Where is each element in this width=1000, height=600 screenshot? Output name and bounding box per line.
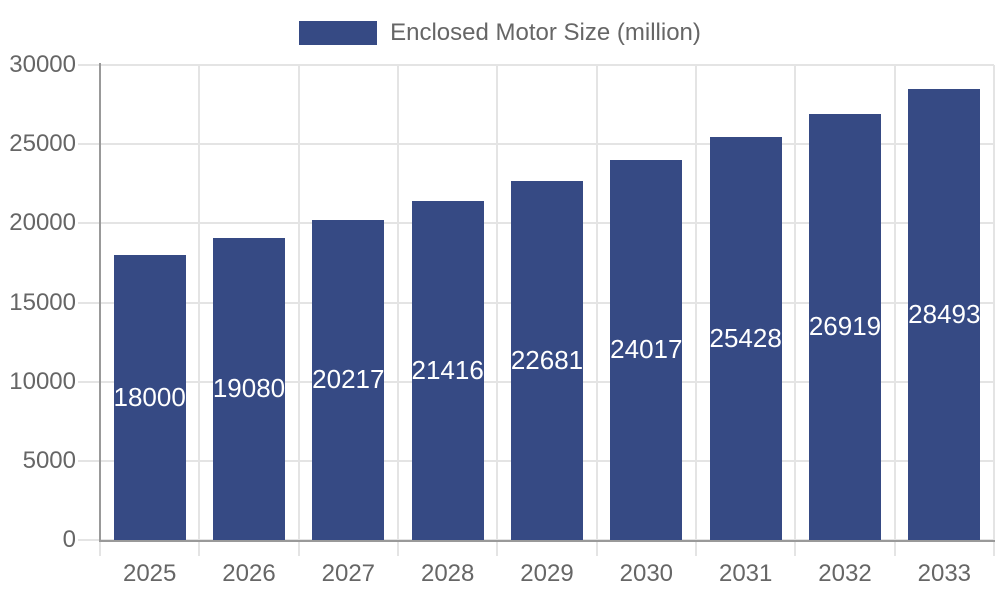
x-gridline	[794, 65, 797, 556]
x-gridline	[695, 65, 697, 556]
y-axis-tick-label: 20000	[9, 209, 76, 237]
x-gridline	[297, 65, 300, 556]
x-axis-line	[99, 540, 995, 542]
bar-value-label: 26919	[808, 311, 882, 342]
x-axis-tick-label: 2025	[122, 560, 177, 587]
bar-value-label: 24017	[610, 334, 683, 365]
x-axis-tick-label: 2030	[619, 560, 674, 587]
y-axis-tick-label: 0	[62, 526, 76, 553]
legend[interactable]: Enclosed Motor Size (million)	[0, 17, 1000, 49]
bar-value-label: 18000	[113, 382, 186, 412]
bar-value-label: 25428	[709, 323, 782, 354]
y-axis-tick-label: 15000	[9, 288, 76, 316]
bar-2025: 18000	[114, 255, 186, 540]
y-axis-tick-label: 30000	[9, 51, 76, 78]
bar-2027: 20217	[312, 219, 385, 540]
bar-2029: 22681	[510, 180, 584, 540]
legend-swatch	[299, 21, 378, 45]
x-gridline	[893, 65, 896, 556]
x-axis-tick-label: 2031	[718, 560, 773, 587]
bar-value-label: 28493	[908, 298, 981, 329]
x-axis-tick-label: 2027	[321, 560, 376, 587]
bar-value-label: 19080	[212, 373, 286, 404]
bar-2028: 21416	[411, 200, 484, 540]
x-gridline	[993, 65, 995, 556]
y-axis-tick-label: 5000	[22, 446, 76, 474]
y-axis-line	[99, 63, 101, 542]
y-gridline	[78, 64, 994, 66]
bar-2032: 26919	[808, 113, 882, 540]
bar-2033: 28493	[908, 88, 981, 540]
y-axis-tick-label: 25000	[9, 130, 76, 158]
bar-2026: 19080	[212, 237, 286, 540]
bar-2030: 24017	[610, 159, 683, 540]
legend-label: Enclosed Motor Size (million)	[390, 19, 701, 46]
x-gridline	[198, 65, 201, 556]
x-axis-tick-label: 2026	[222, 560, 276, 587]
x-gridline	[397, 65, 399, 556]
x-axis-tick-label: 2029	[520, 560, 574, 587]
y-axis-tick-label: 10000	[9, 367, 76, 395]
x-axis-tick-label: 2033	[917, 560, 972, 587]
bar-value-label: 21416	[411, 354, 484, 385]
x-axis-tick-label: 2028	[420, 560, 475, 587]
y-gridline	[78, 143, 994, 146]
x-gridline	[496, 65, 499, 556]
x-axis-tick-label: 2032	[818, 560, 872, 587]
bar-2031: 25428	[710, 137, 782, 540]
x-gridline	[595, 65, 598, 556]
bar-value-label: 22681	[510, 344, 584, 375]
bar-value-label: 20217	[312, 364, 385, 395]
